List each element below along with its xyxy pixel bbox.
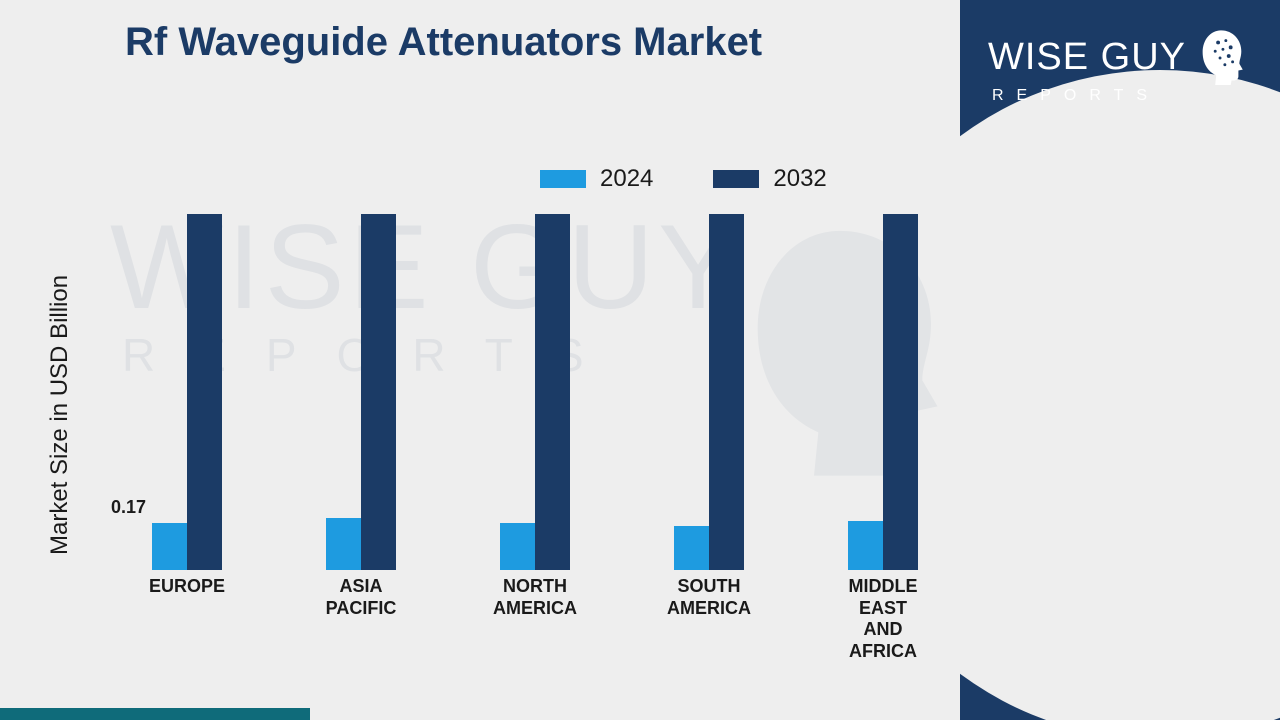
chart-legend: 2024 2032: [540, 165, 827, 193]
bar-2024: [152, 523, 187, 570]
brand-sub: REPORTS: [988, 88, 1250, 104]
legend-item-2024: 2024: [540, 165, 653, 193]
bars-container: EUROPEASIAPACIFICNORTHAMERICASOUTHAMERIC…: [100, 200, 970, 570]
bar-group: [152, 214, 222, 570]
bar-group: [848, 214, 918, 570]
legend-swatch-2024: [540, 170, 586, 188]
bar-2032: [535, 214, 570, 570]
y-axis-label: Market Size in USD Billion: [46, 275, 74, 555]
bar-2032: [883, 214, 918, 570]
bar-group: [674, 214, 744, 570]
infographic-canvas: Rf Waveguide Attenuators Market WISE GUY…: [0, 0, 1280, 720]
bar-2032: [361, 214, 396, 570]
x-axis-label: SOUTHAMERICA: [624, 576, 794, 619]
x-axis-label: EUROPE: [102, 576, 272, 598]
brand-name: WISE GUY: [988, 38, 1186, 76]
chart-title: Rf Waveguide Attenuators Market: [125, 20, 762, 65]
brand-logo: WISE GUY REPORTS: [988, 28, 1250, 104]
bar-group: [326, 214, 396, 570]
bar-2024: [326, 518, 361, 570]
legend-label-2024: 2024: [600, 165, 653, 193]
x-axis-label: NORTHAMERICA: [450, 576, 620, 619]
bar-2024: [500, 523, 535, 570]
footer-accent-bar: [0, 708, 310, 720]
x-axis-label: MIDDLEEASTANDAFRICA: [798, 576, 968, 662]
chart-plot-area: EUROPEASIAPACIFICNORTHAMERICASOUTHAMERIC…: [100, 200, 970, 570]
legend-label-2032: 2032: [773, 165, 826, 193]
bar-value-label: 0.17: [100, 497, 146, 518]
bar-2032: [709, 214, 744, 570]
x-axis-label: ASIAPACIFIC: [276, 576, 446, 619]
bar-2024: [674, 526, 709, 570]
bar-group: [500, 214, 570, 570]
legend-swatch-2032: [713, 170, 759, 188]
bar-2024: [848, 521, 883, 570]
legend-item-2032: 2032: [713, 165, 826, 193]
bar-2032: [187, 214, 222, 570]
brand-head-icon: [1192, 28, 1250, 86]
